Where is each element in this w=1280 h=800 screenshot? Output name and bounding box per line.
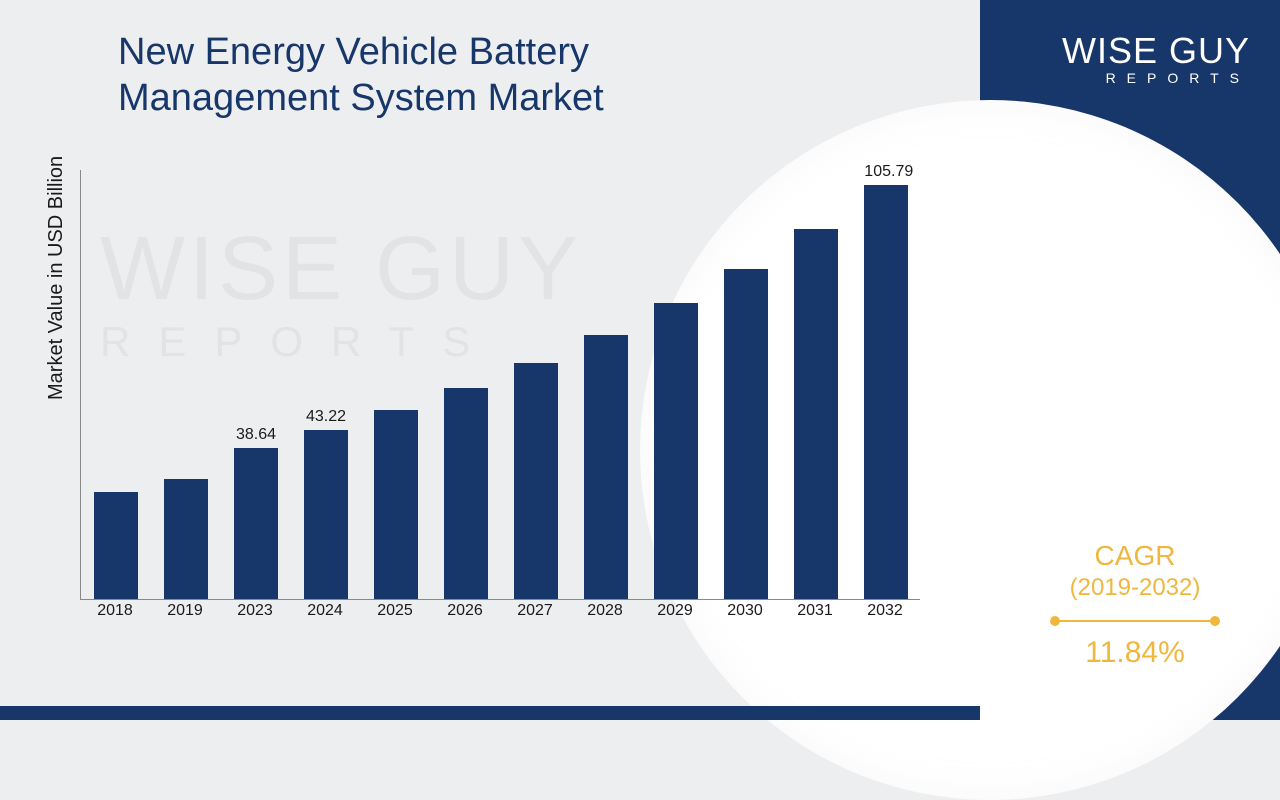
x-tick-label: 2030: [710, 602, 780, 620]
bar-2027: [514, 363, 557, 599]
bar-2025: [374, 410, 417, 599]
x-tick-label: 2023: [220, 602, 290, 620]
bar-value-label: 105.79: [864, 163, 907, 181]
bar-2029: [654, 303, 697, 599]
bar-2031: [794, 229, 837, 599]
bar-2018: [94, 492, 137, 600]
cagr-divider: [1055, 620, 1215, 622]
cagr-block: CAGR (2019-2032) 11.84%: [1035, 540, 1235, 670]
bar-2024: 43.22: [304, 430, 347, 599]
x-tick-label: 2024: [290, 602, 360, 620]
y-axis-label: Market Value in USD Billion: [45, 156, 68, 400]
x-tick-label: 2026: [430, 602, 500, 620]
x-tick-label: 2032: [850, 602, 920, 620]
bar-2030: [724, 269, 767, 599]
x-tick-label: 2031: [780, 602, 850, 620]
bar-value-label: 38.64: [234, 426, 277, 444]
bar-value-label: 43.22: [304, 408, 347, 426]
x-tick-label: 2018: [80, 602, 150, 620]
x-tick-label: 2025: [360, 602, 430, 620]
cagr-label: CAGR: [1035, 540, 1235, 572]
bar-2023: 38.64: [234, 448, 277, 599]
x-tick-label: 2019: [150, 602, 220, 620]
bar-chart: 38.6443.22105.79 20182019202320242025202…: [70, 170, 920, 620]
logo-main-text: WISE GUY: [1062, 30, 1250, 72]
chart-title: New Energy Vehicle BatteryManagement Sys…: [118, 30, 604, 121]
cagr-value: 11.84%: [1035, 636, 1235, 670]
bar-2026: [444, 388, 487, 599]
x-tick-label: 2029: [640, 602, 710, 620]
bottom-accent-bar: [0, 706, 980, 720]
cagr-period: (2019-2032): [1035, 574, 1235, 602]
bar-2032: 105.79: [864, 185, 907, 599]
x-tick-label: 2027: [500, 602, 570, 620]
logo-sub-text: REPORTS: [1062, 70, 1250, 86]
bar-2019: [164, 479, 207, 599]
x-tick-label: 2028: [570, 602, 640, 620]
brand-logo: WISE GUY REPORTS: [1062, 30, 1250, 86]
bar-2028: [584, 335, 627, 599]
plot-area: 38.64 43.22 105.79: [80, 170, 920, 600]
